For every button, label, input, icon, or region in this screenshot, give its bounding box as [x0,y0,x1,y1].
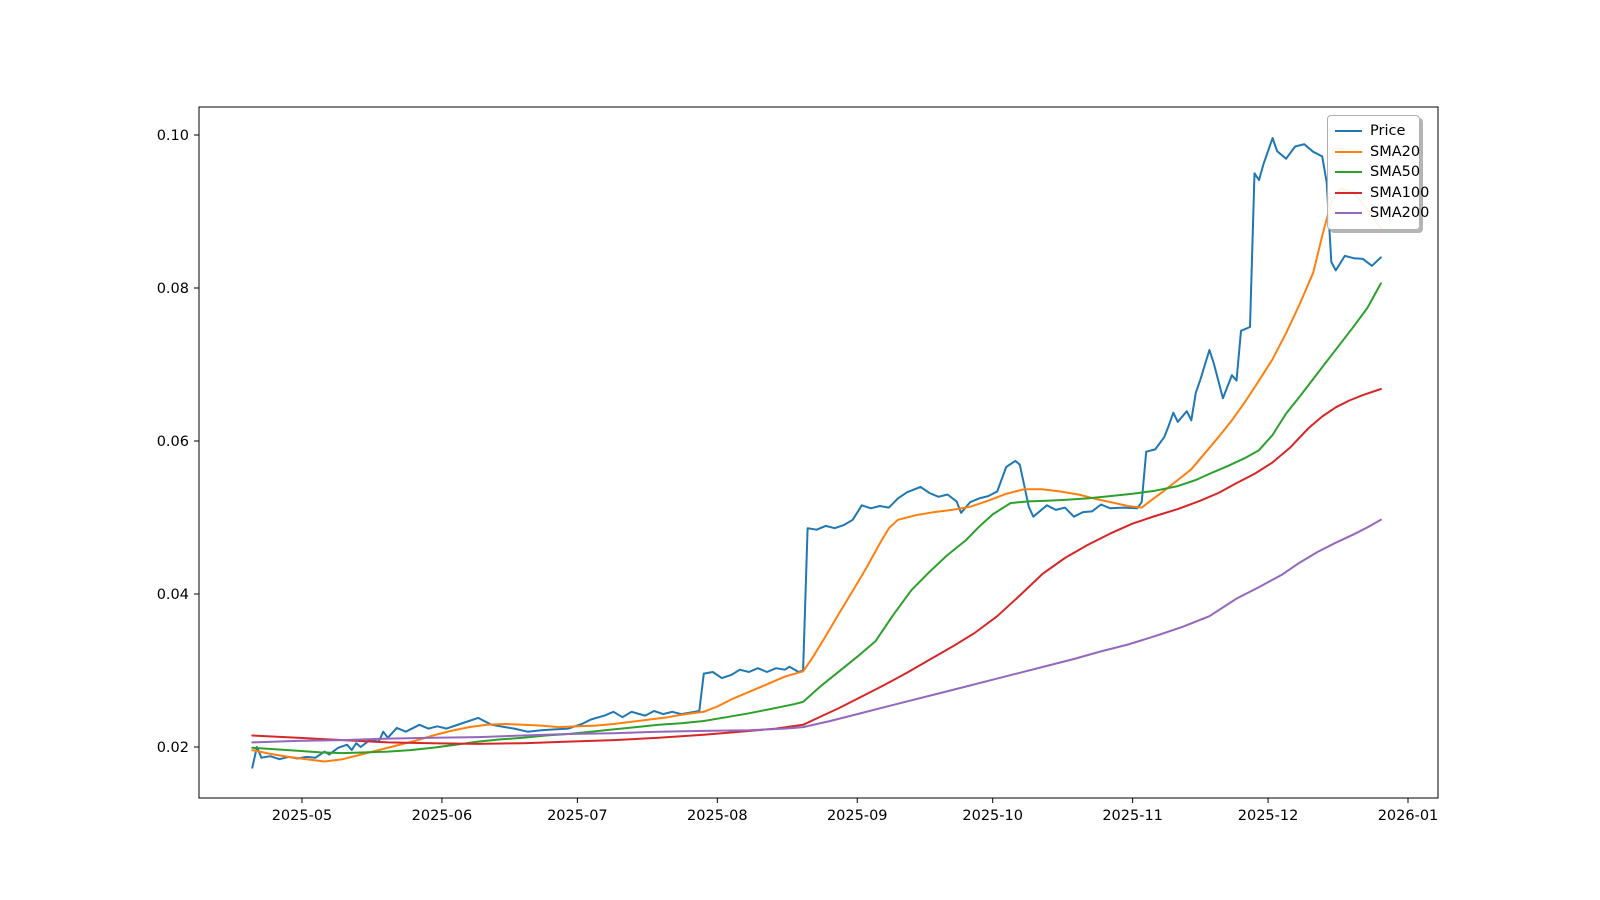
legend-item-sma200: SMA200 [1335,203,1429,224]
legend-label: SMA200 [1370,205,1430,221]
series-line-sma100 [251,388,1382,745]
legend-swatch-sma200 [1335,212,1362,215]
legend-item-price: Price [1335,121,1413,142]
x-tick-label: 2025-06 [412,808,473,824]
legend-swatch-price [1335,130,1362,133]
series-line-sma20 [251,187,1382,763]
x-tick-label: 2025-12 [1238,808,1299,824]
series-line-price [251,137,1382,769]
x-tick-label: 2026-01 [1378,808,1439,824]
legend-label: SMA20 [1370,143,1421,160]
x-tick-label: 2025-10 [962,808,1023,824]
legend-swatch-sma50 [1335,171,1362,174]
legend: Price SMA20 SMA50 SMA100 SMA200 [1327,115,1429,230]
x-tick-label: 2025-08 [687,808,748,824]
x-tick-label: 2025-07 [547,808,608,824]
x-axis-ticks: 2025-05 2025-06 2025-07 2025-08 2025-09 2025-… [272,798,1439,824]
y-tick-label: 0.08 [157,281,189,297]
x-tick-label: 2025-05 [272,808,333,824]
x-tick-label: 2025-09 [827,808,888,824]
y-tick-label: 0.06 [157,434,189,450]
y-tick-label: 0.10 [157,128,189,144]
series-line-sma200 [251,518,1382,744]
legend-label: SMA50 [1370,164,1421,180]
legend-label: SMA100 [1370,184,1430,201]
series-line-sma50 [251,282,1382,755]
y-tick-label: 0.02 [157,740,189,756]
y-axis-ticks: 0.02 0.04 0.06 0.08 0.10 [157,128,199,756]
y-tick-label: 0.04 [157,587,189,603]
legend-item-sma20: SMA20 [1335,142,1420,163]
legend-item-sma100: SMA100 [1335,183,1429,204]
legend-swatch-sma100 [1335,191,1362,194]
legend-swatch-sma20 [1335,150,1362,153]
series-lines [251,137,1382,769]
legend-item-sma50: SMA50 [1335,162,1420,183]
legend-label: Price [1370,123,1406,139]
x-tick-label: 2025-11 [1102,808,1163,824]
plot-border [198,106,1439,799]
